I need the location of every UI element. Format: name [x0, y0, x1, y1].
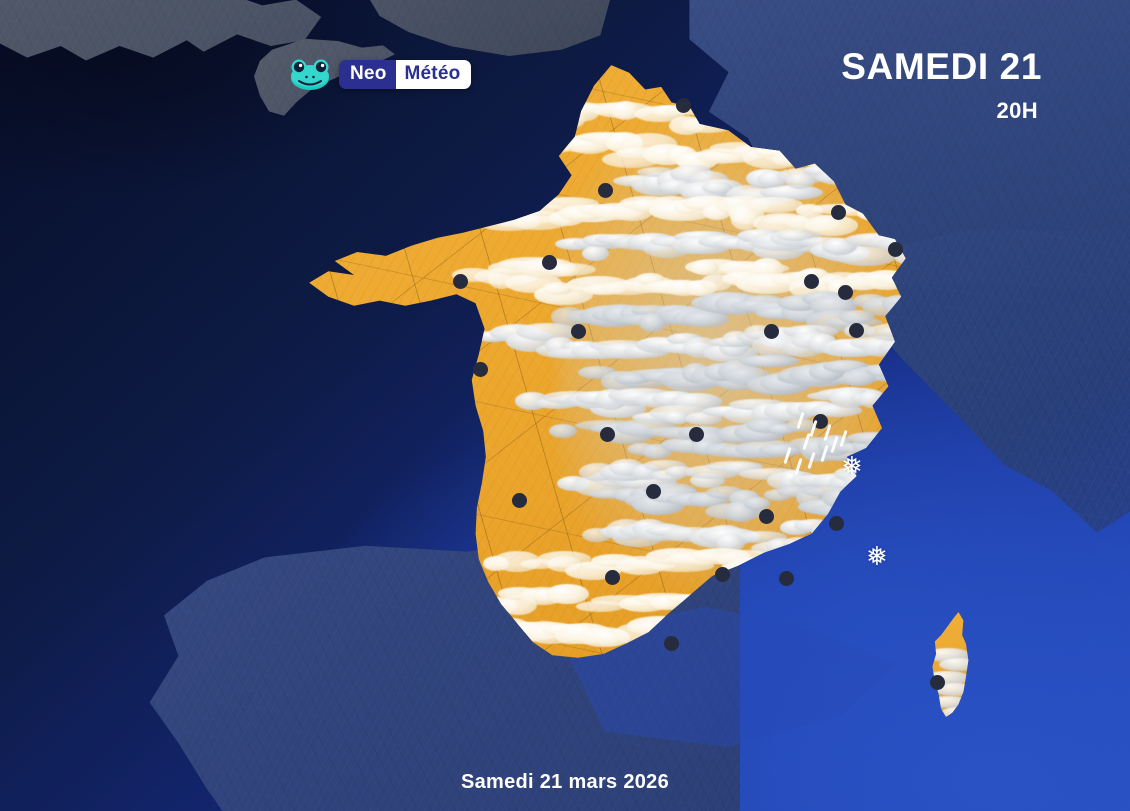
landmass-alps-italy: [820, 230, 1130, 650]
city-dot[interactable]: [763, 323, 779, 339]
rain-streak-icon: [796, 411, 805, 430]
city-dot[interactable]: [837, 284, 853, 300]
headline-hour: 20H: [996, 97, 1038, 123]
city-dot[interactable]: [599, 426, 615, 442]
rain-streak-icon: [830, 435, 839, 454]
brand-pill: Neo Météo: [339, 59, 472, 89]
rain-streak-icon: [809, 419, 818, 438]
city-dot[interactable]: [778, 570, 794, 586]
city-dot[interactable]: [511, 492, 527, 508]
rain-streak-icon: [783, 446, 792, 465]
city-dot[interactable]: [803, 273, 819, 289]
brand-logo[interactable]: Neo Météo: [287, 57, 472, 91]
brand-name-meteo: Météo: [395, 59, 472, 89]
brand-name-neo: Neo: [339, 59, 396, 89]
city-dot[interactable]: [472, 361, 488, 377]
frog-icon: [291, 59, 329, 90]
city-dot[interactable]: [645, 483, 661, 499]
landmass-british-isles: [0, 0, 380, 220]
city-dot[interactable]: [848, 322, 864, 338]
city-dot[interactable]: [541, 254, 557, 270]
city-dot[interactable]: [929, 674, 945, 690]
snow-icon: ❅: [841, 451, 863, 481]
rain-streak-icon: [807, 451, 816, 470]
city-dot[interactable]: [830, 204, 846, 220]
city-dot[interactable]: [675, 97, 691, 113]
city-dot[interactable]: [452, 273, 468, 289]
headline-block: SAMEDI 21 20H: [841, 46, 1042, 124]
rain-streak-icon: [839, 429, 848, 448]
city-dot[interactable]: [663, 635, 679, 651]
snow-icon: ❅: [866, 541, 888, 571]
footer-date-caption: Samedi 21 mars 2026: [460, 771, 670, 793]
rain-streak-icon: [802, 432, 811, 451]
rain-streak-icon: [794, 457, 803, 476]
headline-day: SAMEDI 21: [841, 46, 1042, 87]
city-dot[interactable]: [758, 508, 774, 524]
city-dot[interactable]: [887, 241, 903, 257]
city-dot[interactable]: [604, 569, 620, 585]
city-dot[interactable]: [714, 566, 730, 582]
city-dot[interactable]: [828, 515, 844, 531]
city-dot[interactable]: [597, 182, 613, 198]
landmass-southern-england: [370, 0, 610, 80]
rain-streak-icon: [820, 444, 829, 463]
city-dot[interactable]: [688, 426, 704, 442]
city-dot[interactable]: [570, 323, 586, 339]
